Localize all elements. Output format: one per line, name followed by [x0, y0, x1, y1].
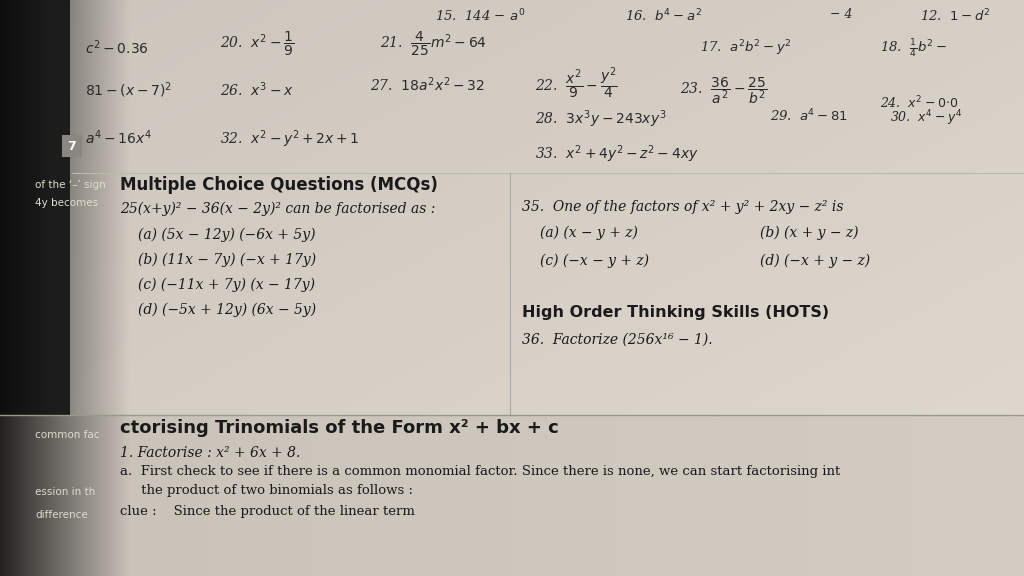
Text: (a) (5x − 12y) (−6x + 5y): (a) (5x − 12y) (−6x + 5y): [138, 228, 315, 242]
Text: 18.  $\frac{1}{4}b^2-$: 18. $\frac{1}{4}b^2-$: [880, 38, 947, 60]
Text: (b) (x + y − z): (b) (x + y − z): [760, 226, 858, 240]
Text: Multiple Choice Questions (MCQs): Multiple Choice Questions (MCQs): [120, 176, 438, 194]
Text: 7: 7: [68, 139, 77, 153]
Text: High Order Thinking Skills (HOTS): High Order Thinking Skills (HOTS): [522, 305, 829, 320]
Text: 29.  $a^4-81$: 29. $a^4-81$: [770, 108, 848, 124]
Text: 17.  $a^2b^2-y^2$: 17. $a^2b^2-y^2$: [700, 38, 792, 58]
Text: ession in th: ession in th: [35, 487, 95, 497]
Text: 30.  $x^4-y^4$: 30. $x^4-y^4$: [890, 108, 962, 128]
Text: $81-(x-7)^2$: $81-(x-7)^2$: [85, 80, 172, 100]
Text: (a) (x − y + z): (a) (x − y + z): [540, 226, 638, 240]
Text: 1. Factorise : x² + 6x + 8.: 1. Factorise : x² + 6x + 8.: [120, 446, 300, 460]
Text: $a^4-16x^4$: $a^4-16x^4$: [85, 128, 152, 147]
Text: 4y becomes: 4y becomes: [35, 198, 98, 208]
Text: 28.  $3x^3y-243xy^3$: 28. $3x^3y-243xy^3$: [535, 108, 667, 130]
Text: 27.  $18a^2x^2-32$: 27. $18a^2x^2-32$: [370, 75, 485, 94]
Text: of the ‘–’ sign: of the ‘–’ sign: [35, 180, 105, 190]
Text: (d) (−5x + 12y) (6x − 5y): (d) (−5x + 12y) (6x − 5y): [138, 303, 316, 317]
Text: 24.  $x^2-0\!\cdot\!0$: 24. $x^2-0\!\cdot\!0$: [880, 95, 958, 112]
Text: ctorising Trinomials of the Form x² + bx + c: ctorising Trinomials of the Form x² + bx…: [120, 419, 559, 437]
Text: 21.  $\dfrac{4}{25}m^2-64$: 21. $\dfrac{4}{25}m^2-64$: [380, 30, 487, 58]
Text: 12.  $1-d^2$: 12. $1-d^2$: [920, 8, 990, 25]
FancyBboxPatch shape: [62, 135, 82, 157]
Text: 32.  $x^2-y^2+2x+1$: 32. $x^2-y^2+2x+1$: [220, 128, 359, 150]
Text: the product of two binomials as follows :: the product of two binomials as follows …: [120, 484, 413, 497]
Text: (b) (11x − 7y) (−x + 17y): (b) (11x − 7y) (−x + 17y): [138, 253, 316, 267]
Text: − 4: − 4: [830, 8, 853, 21]
Text: 20.  $x^2-\dfrac{1}{9}$: 20. $x^2-\dfrac{1}{9}$: [220, 30, 294, 58]
Text: (c) (−x − y + z): (c) (−x − y + z): [540, 254, 649, 268]
Text: 25(x+y)² − 36(x − 2y)² can be factorised as :: 25(x+y)² − 36(x − 2y)² can be factorised…: [120, 202, 435, 217]
Text: (c) (−11x + 7y) (x − 17y): (c) (−11x + 7y) (x − 17y): [138, 278, 315, 293]
Text: 26.  $x^3-x$: 26. $x^3-x$: [220, 80, 294, 98]
Text: clue :    Since the product of the linear term: clue : Since the product of the linear t…: [120, 505, 415, 518]
Text: 22.  $\dfrac{x^2}{9}-\dfrac{y^2}{4}$: 22. $\dfrac{x^2}{9}-\dfrac{y^2}{4}$: [535, 65, 617, 101]
Polygon shape: [0, 0, 70, 576]
Text: common fac: common fac: [35, 430, 99, 440]
Text: 23.  $\dfrac{36}{a^2}-\dfrac{25}{b^2}$: 23. $\dfrac{36}{a^2}-\dfrac{25}{b^2}$: [680, 75, 767, 106]
Text: 15.  144 − $a^0$: 15. 144 − $a^0$: [435, 8, 525, 25]
Text: difference: difference: [35, 510, 88, 520]
Text: $c^2-0.36$: $c^2-0.36$: [85, 38, 148, 56]
Text: 16.  $b^4-a^2$: 16. $b^4-a^2$: [625, 8, 702, 25]
Text: 36.  Factorize (256x¹⁶ − 1).: 36. Factorize (256x¹⁶ − 1).: [522, 333, 713, 347]
Text: 33.  $x^2+4y^2-z^2-4xy$: 33. $x^2+4y^2-z^2-4xy$: [535, 143, 698, 165]
Text: (d) (−x + y − z): (d) (−x + y − z): [760, 254, 870, 268]
Text: a.  First check to see if there is a common monomial factor. Since there is none: a. First check to see if there is a comm…: [120, 465, 841, 478]
Text: 35.  One of the factors of x² + y² + 2xy − z² is: 35. One of the factors of x² + y² + 2xy …: [522, 200, 844, 214]
